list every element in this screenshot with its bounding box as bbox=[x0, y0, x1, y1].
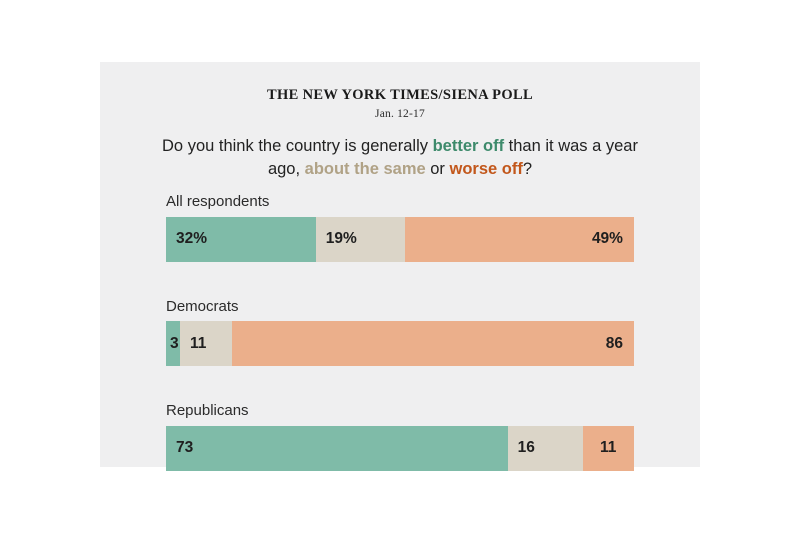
bar-segment-better-off[interactable]: 73 bbox=[166, 425, 508, 471]
poll-question: Do you think the country is generally be… bbox=[100, 135, 700, 182]
poll-date-range: Jan. 12-17 bbox=[375, 107, 425, 120]
question-keyword-better-off: better off bbox=[432, 136, 505, 155]
bar-segment-about-the-same[interactable]: 16 bbox=[507, 425, 583, 471]
bar-segment-value: 11 bbox=[190, 334, 207, 352]
bar-segment-value: 16 bbox=[517, 439, 535, 457]
question-text-part-4: ? bbox=[522, 160, 533, 179]
question-keyword-worse-off: worse off bbox=[449, 160, 523, 179]
bar-group-label: Democrats bbox=[166, 297, 239, 315]
poll-header: THE NEW YORK TIMES/SIENA POLL Jan. 12-17… bbox=[100, 62, 700, 182]
bar-segment-value: 3 bbox=[170, 334, 179, 352]
bar-segment-value: 49% bbox=[591, 230, 623, 248]
bar-group: Democrats 3 11 86 bbox=[166, 297, 634, 366]
bar-segment-worse-off[interactable]: 49% bbox=[404, 216, 634, 262]
bar-segment-about-the-same[interactable]: 19% bbox=[315, 216, 405, 262]
bar-group: Republicans 73 16 11 bbox=[166, 402, 634, 471]
bar-segment-value: 11 bbox=[600, 439, 617, 457]
bar-group-label: Republicans bbox=[166, 402, 249, 419]
stacked-bar: 3 11 86 bbox=[166, 321, 634, 366]
bar-segment-better-off[interactable]: 32% bbox=[166, 216, 316, 262]
question-text-part-3: or bbox=[425, 160, 450, 179]
bar-segment-value: 86 bbox=[605, 334, 623, 352]
bar-segment-value: 32% bbox=[176, 230, 208, 248]
poll-source-title: THE NEW YORK TIMES/SIENA POLL bbox=[266, 87, 534, 103]
stacked-bar: 73 16 11 bbox=[166, 425, 634, 471]
question-keyword-about-the-same: about the same bbox=[304, 160, 426, 179]
bar-segment-about-the-same[interactable]: 11 bbox=[180, 321, 232, 366]
question-text-part-2: than it was a year ago, bbox=[267, 136, 638, 179]
bar-segment-value: 73 bbox=[176, 439, 194, 457]
stacked-bar: 32% 19% 49% bbox=[166, 216, 634, 262]
bar-group-label: All respondents bbox=[166, 193, 270, 210]
bar-segment-value: 19% bbox=[325, 230, 357, 248]
bar-segment-worse-off[interactable]: 11 bbox=[582, 425, 634, 471]
bar-segment-worse-off[interactable]: 86 bbox=[231, 321, 634, 366]
bar-segment-better-off[interactable]: 3 bbox=[166, 321, 181, 366]
stacked-bar-chart: All respondents 32% 19% 49% Democrats 3 11 86 Re… bbox=[166, 193, 634, 471]
question-text-part-1: Do you think the country is generally bbox=[162, 136, 433, 155]
poll-card: THE NEW YORK TIMES/SIENA POLL Jan. 12-17… bbox=[100, 62, 700, 471]
bar-group: All respondents 32% 19% 49% bbox=[166, 193, 634, 262]
